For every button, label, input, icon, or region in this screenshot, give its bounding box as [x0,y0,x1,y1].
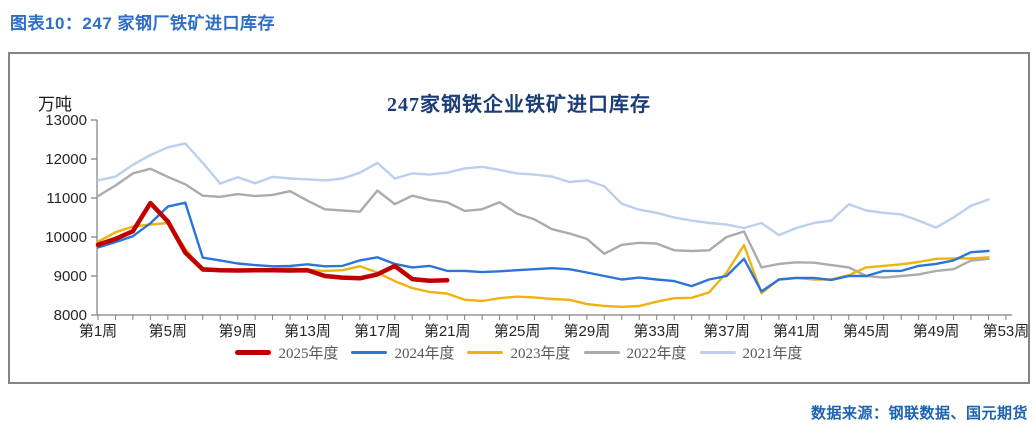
page-title: 图表10：247 家钢厂铁矿进口库存 [10,14,275,33]
x-tick-label: 第41周 [773,322,820,340]
series-line-2025年度 [95,200,450,283]
axes [96,120,1012,316]
x-tick-label: 第45周 [843,322,890,340]
x-tick-label: 第13周 [284,322,331,340]
x-tick-label: 第5周 [149,322,187,340]
legend-label: 2022年度 [626,346,687,362]
x-tick-label: 第37周 [703,322,750,340]
legend-swatch [467,351,504,354]
legend-swatch [583,351,620,354]
x-axis-ticks: 第1周 第5周 第9周 第13周 第17周 第21周 第25周 第29周 第33周 第37周 第41… [79,315,1028,340]
legend-item-2024年度: 2024年度 [351,342,454,363]
legend-label: 2024年度 [394,346,455,362]
legend-swatch [235,350,272,355]
y-tick-label: 9000 [54,268,87,285]
x-tick-label: 第29周 [564,322,611,340]
x-tick-label: 第25周 [494,322,541,340]
series-line-2024年度 [96,201,990,293]
chart-title: 247家钢铁企业铁矿进口库存 [387,94,651,116]
x-tick-label: 第49周 [913,322,960,340]
chart-legend: 2025年度 2024年度 2023年度 2022年度 2021年度 [10,342,1028,363]
y-tick-label: 8000 [54,307,87,324]
x-tick-label: 第21周 [424,322,471,340]
legend-item-2023年度: 2023年度 [467,342,571,363]
chart-frame: 8000 9000 10000 11000 12000 13000 第1周 第5周 第9周 第13… [8,52,1030,384]
x-tick-label: 第33周 [633,322,680,340]
series-line-2021年度 [96,142,990,237]
legend-item-2021年度: 2021年度 [699,342,803,363]
y-axis-ticks: 8000 9000 10000 11000 12000 13000 [45,112,97,324]
series-line-2022年度 [96,167,990,279]
data-source-text: 数据来源：钢联数据、国元期货 [810,405,1028,422]
legend-item-2022年度: 2022年度 [583,342,687,363]
series-line-2023年度 [96,221,990,309]
line-chart: 8000 9000 10000 11000 12000 13000 第1周 第5周 第9周 第13… [45,112,1028,340]
series-lines [95,142,990,309]
x-tick-label: 第9周 [219,322,257,340]
legend-swatch [351,351,388,354]
x-tick-label: 第53周 [983,322,1028,340]
legend-label: 2021年度 [742,346,803,362]
legend-item-2025年度: 2025年度 [235,342,338,363]
legend-label: 2023年度 [510,346,571,362]
y-tick-label: 12000 [45,151,87,168]
y-axis-unit-label: 万吨 [38,95,72,114]
y-tick-label: 10000 [45,229,87,246]
y-tick-label: 13000 [45,112,87,129]
legend-swatch [699,351,736,354]
legend-label: 2025年度 [278,346,339,362]
x-tick-label: 第17周 [354,322,401,340]
x-tick-label: 第1周 [79,322,117,340]
y-tick-label: 11000 [46,190,87,207]
